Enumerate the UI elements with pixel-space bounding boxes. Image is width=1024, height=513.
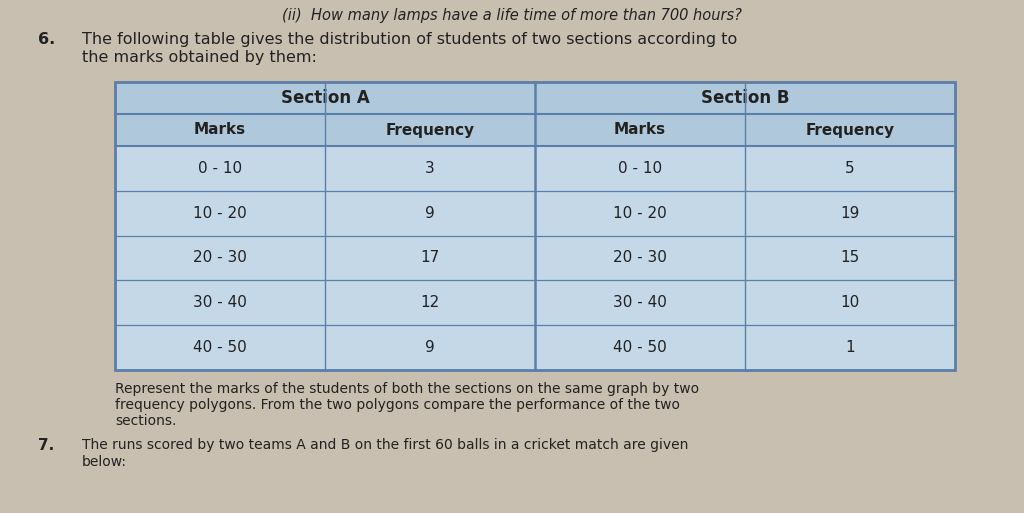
Bar [115, 82, 955, 370]
Text: 10: 10 [841, 295, 859, 310]
Text: Marks: Marks [614, 123, 666, 137]
Text: 0 - 10: 0 - 10 [617, 161, 663, 176]
Text: 3: 3 [425, 161, 435, 176]
Text: 10 - 20: 10 - 20 [613, 206, 667, 221]
Text: Frequency: Frequency [385, 123, 474, 137]
Text: Section B: Section B [700, 89, 790, 107]
Text: Frequency: Frequency [806, 123, 895, 137]
Text: frequency polygons. From the two polygons compare the performance of the two: frequency polygons. From the two polygon… [115, 398, 680, 412]
Text: 0 - 10: 0 - 10 [198, 161, 242, 176]
Text: The runs scored by two teams A and B on the first 60 balls in a cricket match ar: The runs scored by two teams A and B on … [82, 438, 688, 452]
Text: 30 - 40: 30 - 40 [194, 295, 247, 310]
Text: 19: 19 [841, 206, 860, 221]
Text: 30 - 40: 30 - 40 [613, 295, 667, 310]
Bar [115, 82, 955, 114]
Text: (ii)  How many lamps have a life time of more than 700 hours?: (ii) How many lamps have a life time of … [282, 8, 742, 23]
Text: Section A: Section A [281, 89, 370, 107]
Text: 9: 9 [425, 206, 435, 221]
Text: below:: below: [82, 455, 127, 469]
Text: 9: 9 [425, 340, 435, 355]
Text: the marks obtained by them:: the marks obtained by them: [82, 50, 316, 65]
Text: 40 - 50: 40 - 50 [194, 340, 247, 355]
Text: 5: 5 [845, 161, 855, 176]
Text: 17: 17 [421, 250, 439, 266]
Text: 15: 15 [841, 250, 859, 266]
Text: 6.: 6. [38, 32, 55, 47]
Text: sections.: sections. [115, 414, 176, 428]
Text: Represent the marks of the students of both the sections on the same graph by tw: Represent the marks of the students of b… [115, 382, 699, 396]
Bar [115, 82, 955, 370]
Text: 20 - 30: 20 - 30 [613, 250, 667, 266]
Text: 7.: 7. [38, 438, 54, 453]
Text: 12: 12 [421, 295, 439, 310]
Text: 40 - 50: 40 - 50 [613, 340, 667, 355]
Text: 10 - 20: 10 - 20 [194, 206, 247, 221]
Text: Marks: Marks [194, 123, 246, 137]
Text: 1: 1 [845, 340, 855, 355]
Text: 20 - 30: 20 - 30 [194, 250, 247, 266]
Bar [115, 114, 955, 146]
Text: The following table gives the distribution of students of two sections according: The following table gives the distributi… [82, 32, 737, 47]
